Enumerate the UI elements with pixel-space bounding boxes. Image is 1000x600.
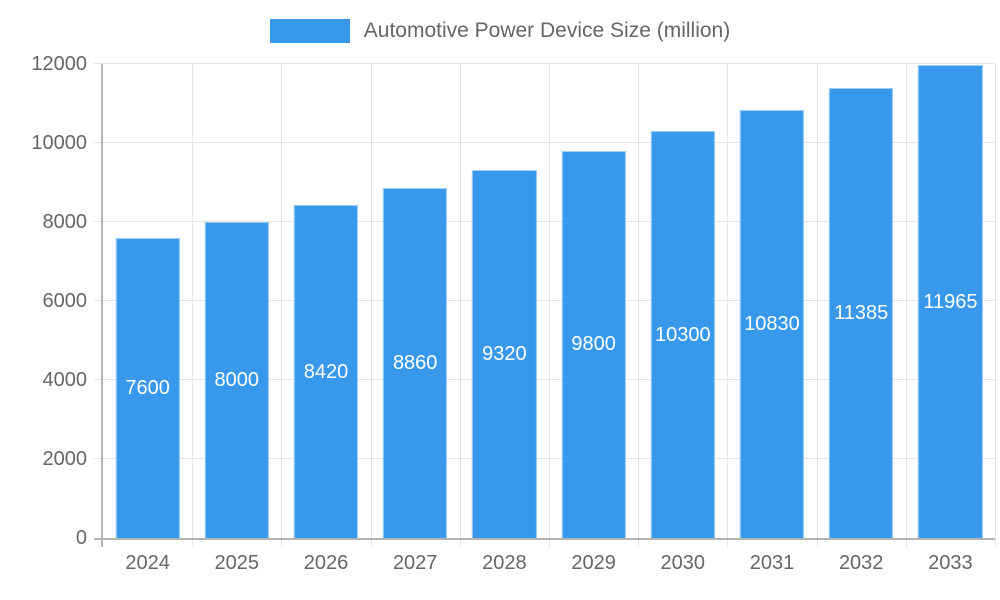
gridline-vertical — [281, 64, 283, 547]
bar-2032[interactable]: 11385 — [829, 88, 894, 538]
bar-value-label: 9320 — [482, 342, 527, 365]
bar-value-label: 8860 — [392, 352, 438, 375]
y-axis-line — [101, 64, 103, 547]
x-tick-label: 2031 — [749, 552, 795, 574]
gridline-vertical — [638, 64, 640, 547]
gridline-vertical — [905, 64, 907, 547]
y-tick-label: 6000 — [42, 290, 88, 312]
gridline-horizontal — [94, 63, 995, 64]
legend[interactable]: Automotive Power Device Size (million) — [0, 19, 1000, 43]
gridline-vertical — [727, 64, 729, 547]
y-tick-label: 12000 — [31, 53, 87, 75]
bar-value-label: 11385 — [834, 302, 889, 325]
y-tick-label: 4000 — [42, 369, 88, 392]
y-tick-label: 0 — [75, 527, 87, 549]
x-tick-label: 2032 — [838, 552, 884, 574]
x-tick-label: 2026 — [303, 552, 349, 574]
y-tick-label: 8000 — [42, 211, 88, 234]
y-tick-label: 2000 — [42, 448, 88, 471]
x-tick-label: 2025 — [214, 552, 260, 574]
x-tick-label: 2027 — [392, 552, 438, 574]
bar-2030[interactable]: 10300 — [650, 131, 715, 538]
gridline-horizontal — [94, 221, 995, 223]
gridline-horizontal — [94, 379, 995, 381]
bar-value-label: 11965 — [923, 290, 978, 313]
gridline-vertical — [459, 64, 461, 547]
bar-2025[interactable]: 8000 — [204, 222, 269, 538]
x-tick-label: 2024 — [125, 552, 170, 574]
bar-2029[interactable]: 9800 — [561, 150, 626, 538]
legend-label: Automotive Power Device Size (million) — [363, 19, 731, 42]
bar-value-label: 10830 — [744, 313, 800, 336]
gridline-horizontal — [94, 142, 995, 143]
bar-2031[interactable]: 10830 — [739, 110, 805, 538]
x-tick-label: 2028 — [482, 552, 527, 574]
gridline-vertical — [995, 64, 996, 547]
bar-value-label: 10300 — [654, 323, 711, 346]
gridline-horizontal — [94, 458, 995, 460]
gridline-vertical — [370, 64, 372, 547]
x-tick-label: 2030 — [660, 552, 706, 574]
y-tick-label: 10000 — [31, 132, 87, 154]
legend-swatch-icon — [269, 19, 350, 43]
gridline-vertical — [192, 64, 194, 547]
x-tick-label: 2029 — [571, 552, 616, 574]
bar-2033[interactable]: 11965 — [918, 65, 983, 538]
bar-value-label: 8420 — [303, 360, 349, 383]
gridline-horizontal — [94, 300, 995, 301]
plot-area: 0 2000 4000 6000 8000 10000 12000 7600 2024 8000 2… — [31, 54, 996, 574]
x-tick-label: 2033 — [928, 552, 973, 574]
bar-2027[interactable]: 8860 — [383, 188, 448, 538]
bar-2028[interactable]: 9320 — [472, 169, 537, 538]
gridline-vertical — [816, 64, 818, 547]
bar-value-label: 8000 — [214, 369, 260, 391]
x-axis-line — [94, 538, 995, 540]
bar-2026[interactable]: 8420 — [293, 205, 359, 538]
bar-value-label: 7600 — [125, 376, 170, 399]
gridline-vertical — [549, 64, 550, 547]
bar-2024[interactable]: 7600 — [115, 237, 180, 538]
bar-value-label: 9800 — [571, 333, 616, 356]
